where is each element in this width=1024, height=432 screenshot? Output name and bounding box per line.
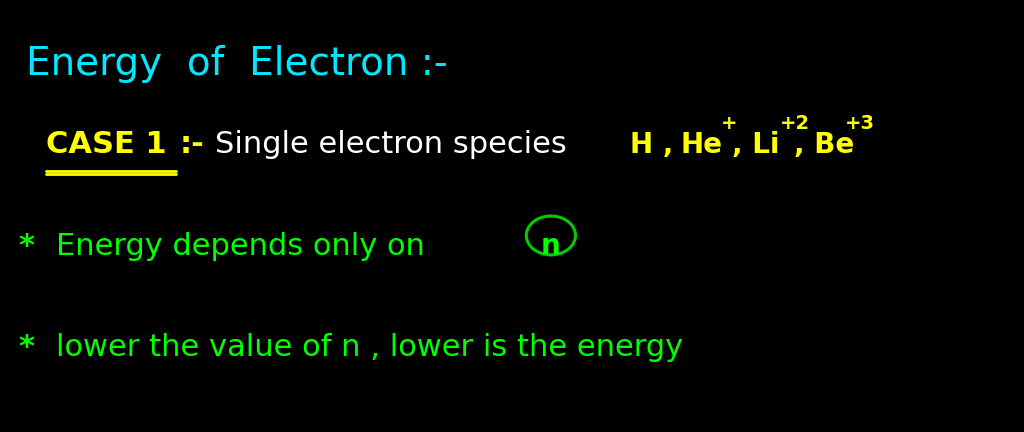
Text: +: + xyxy=(721,114,737,133)
Text: *: * xyxy=(18,333,35,362)
Text: CASE 1: CASE 1 xyxy=(46,130,167,159)
Text: Single electron species: Single electron species xyxy=(215,130,567,159)
Text: Energy depends only on: Energy depends only on xyxy=(56,232,425,261)
Text: lower the value of n , lower is the energy: lower the value of n , lower is the ener… xyxy=(56,333,683,362)
Text: n: n xyxy=(541,232,561,260)
Text: +3: +3 xyxy=(845,114,874,133)
Text: Energy  of  Electron :-: Energy of Electron :- xyxy=(26,45,447,83)
Text: He: He xyxy=(681,131,723,159)
Text: , Be: , Be xyxy=(794,131,854,159)
Text: :-: :- xyxy=(179,130,204,159)
Text: +2: +2 xyxy=(780,114,810,133)
Text: H ,: H , xyxy=(630,131,673,159)
Text: , Li: , Li xyxy=(732,131,779,159)
Text: *: * xyxy=(18,232,35,261)
